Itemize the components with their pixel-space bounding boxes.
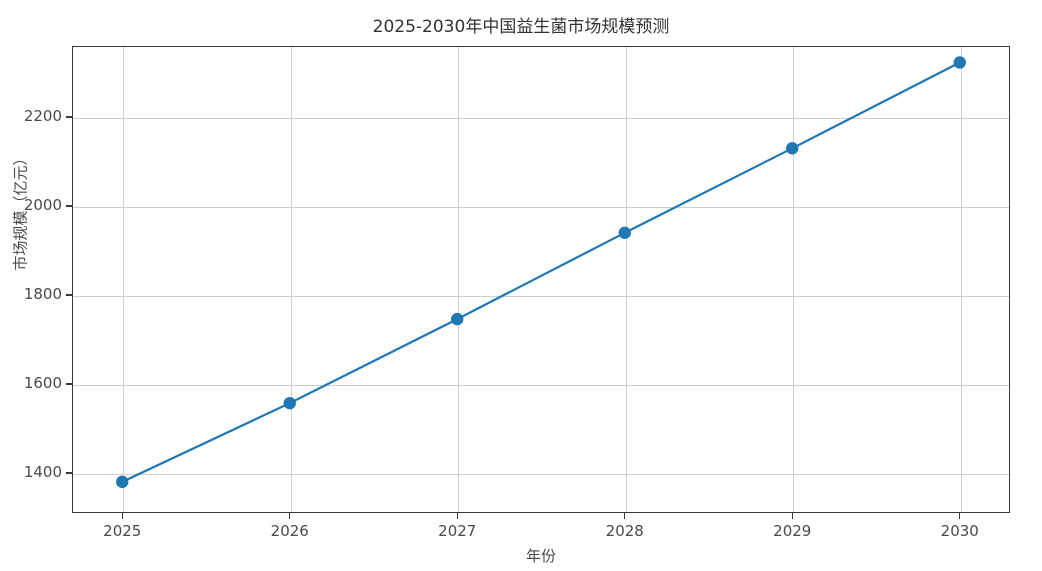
x-axis-label: 年份 — [525, 547, 556, 565]
gridline-vertical — [793, 47, 795, 512]
x-tick-label: 2030 — [940, 522, 979, 540]
y-tick-mark — [66, 472, 72, 474]
y-tick-label: 2000 — [23, 196, 62, 215]
gridline-vertical — [458, 47, 460, 512]
gridline-vertical — [290, 47, 292, 512]
y-tick-label: 1400 — [23, 462, 62, 481]
y-tick-mark — [66, 383, 72, 385]
gridline-vertical — [960, 47, 962, 512]
gridline-horizontal — [73, 385, 1009, 387]
gridline-horizontal — [73, 207, 1009, 209]
x-tick-mark — [289, 513, 291, 519]
y-tick-mark — [66, 205, 72, 207]
gridline-vertical — [625, 47, 627, 512]
x-tick-mark — [959, 513, 961, 519]
x-tick-mark — [791, 513, 793, 519]
gridline-horizontal — [73, 473, 1009, 475]
y-tick-label: 2200 — [23, 107, 62, 126]
x-tick-label: 2029 — [773, 522, 812, 540]
x-tick-label: 2027 — [438, 522, 477, 540]
x-tick-mark — [121, 513, 123, 519]
x-tick-label: 2026 — [270, 522, 309, 540]
gridline-horizontal — [73, 118, 1009, 120]
plot-area — [72, 46, 1010, 513]
y-axis-label: 市场规模（亿元） — [11, 150, 30, 271]
y-tick-mark — [66, 116, 72, 118]
gridline-horizontal — [73, 296, 1009, 298]
y-tick-label: 1600 — [23, 374, 62, 393]
y-tick-label: 1800 — [23, 285, 62, 304]
gridline-vertical — [123, 47, 125, 512]
x-tick-mark — [624, 513, 626, 519]
x-tick-label: 2025 — [103, 522, 142, 540]
x-tick-label: 2028 — [605, 522, 644, 540]
chart-title: 2025-2030年中国益生菌市场规模预测 — [372, 17, 670, 37]
x-tick-mark — [456, 513, 458, 519]
y-tick-mark — [66, 294, 72, 296]
